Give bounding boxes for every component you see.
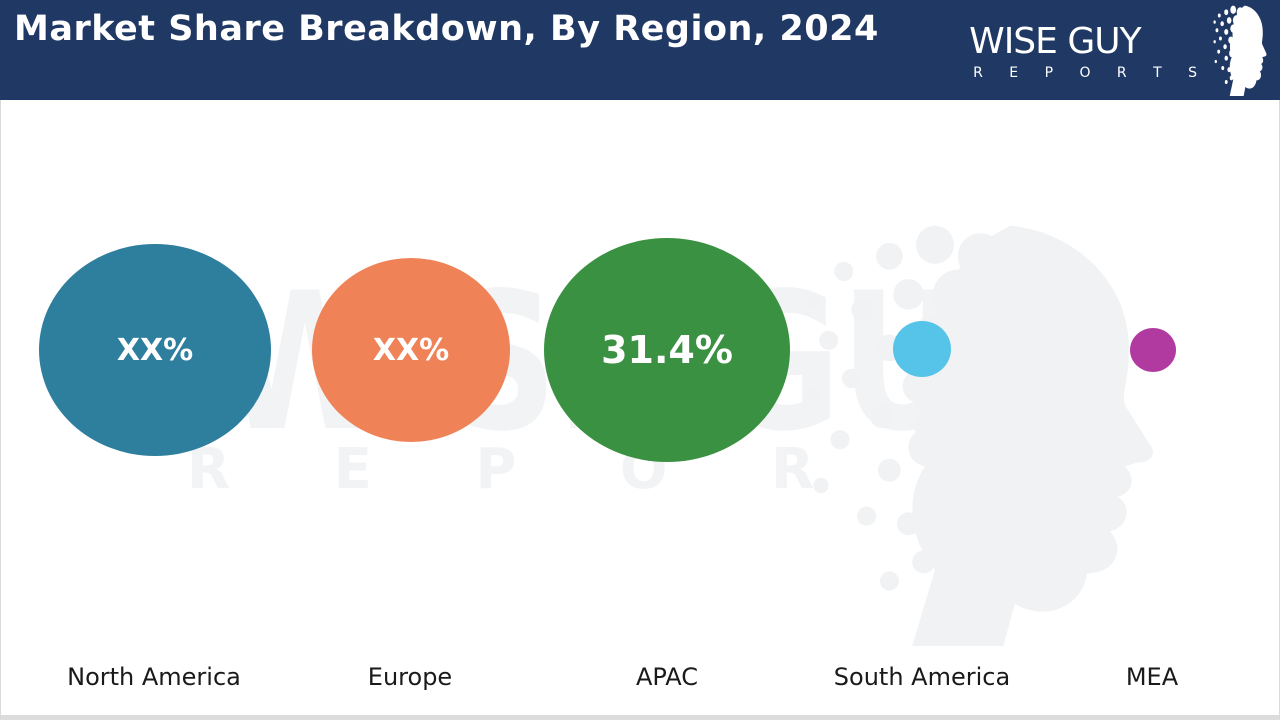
- bubble-value-label: 31.4%: [601, 328, 733, 372]
- bubble-value-label: XX%: [372, 332, 450, 368]
- watermark-head-icon: [783, 218, 1163, 646]
- bubble-chart: WISE GUY R E P O R T S XX% XX% 31.4% Nor…: [0, 100, 1280, 720]
- bubble-south-america: [893, 321, 951, 377]
- brand-name: WISE GUY: [969, 20, 1141, 62]
- bubble-mea: [1130, 328, 1176, 372]
- header-bar: Market Share Breakdown, By Region, 2024 …: [0, 0, 1280, 100]
- brand-logo: WISE GUY R E P O R T S: [969, 4, 1268, 96]
- category-label-south-america: South America: [833, 663, 1011, 691]
- bubble-europe: XX%: [312, 258, 510, 442]
- category-label-europe: Europe: [367, 663, 453, 691]
- category-label-apac: APAC: [635, 663, 699, 691]
- brand-head-icon: [1210, 4, 1268, 96]
- category-label-mea: MEA: [1125, 663, 1179, 691]
- page-title: Market Share Breakdown, By Region, 2024: [14, 9, 879, 49]
- bubble-value-label: XX%: [116, 332, 194, 368]
- category-label-north-america: North America: [67, 663, 241, 691]
- bubble-apac: 31.4%: [544, 238, 790, 462]
- bubble-north-america: XX%: [39, 244, 271, 456]
- brand-logo-text: WISE GUY R E P O R T S: [969, 19, 1208, 82]
- brand-subtitle: R E P O R T S: [973, 65, 1208, 82]
